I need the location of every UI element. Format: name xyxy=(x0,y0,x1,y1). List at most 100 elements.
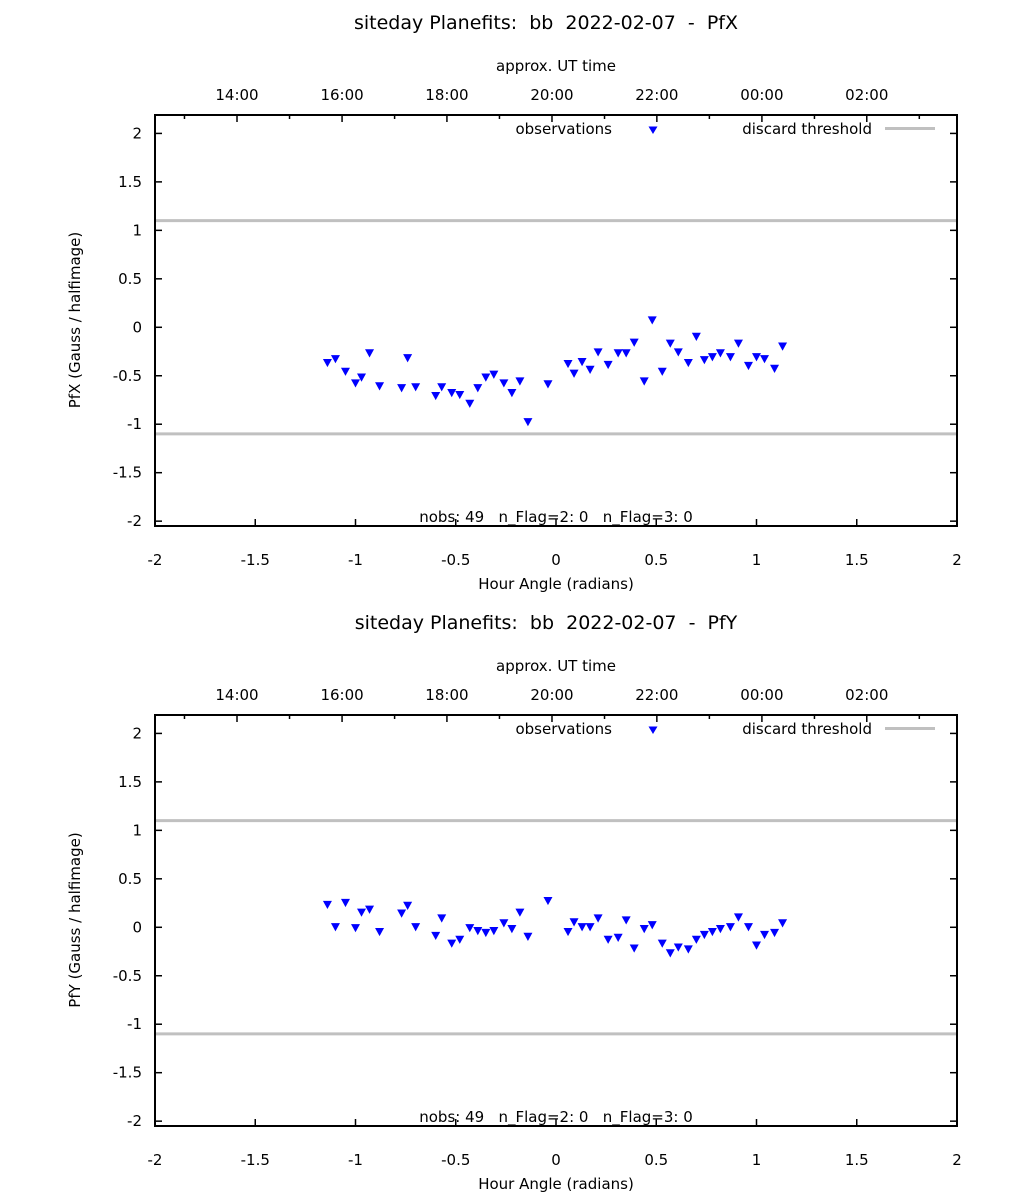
plot-area-pfy: -2 -1.5 -1 -0.5 0 0.5 1 1.5 2 -2 -1.5 -1 -0.5 0 0.5 1 1.… xyxy=(113,686,962,1169)
data-point xyxy=(760,355,770,364)
data-point xyxy=(431,931,441,941)
data-point xyxy=(403,901,413,910)
ut-tick-label: 16:00 xyxy=(320,86,363,104)
data-point xyxy=(330,355,340,364)
x-tick-label: -2 xyxy=(148,551,163,569)
chart-title: siteday Planefits: bb 2022-02-07 - PfX xyxy=(353,12,738,34)
data-point xyxy=(725,923,735,932)
x-tick-label: 0 xyxy=(551,551,561,569)
data-point xyxy=(515,908,525,917)
x-tick-label: -1.5 xyxy=(241,1151,270,1169)
x-tick-label: -2 xyxy=(148,1151,163,1169)
x-tick-label: 2 xyxy=(952,551,962,569)
x-tick-label: 0.5 xyxy=(644,1151,668,1169)
x-tick-label: 1 xyxy=(752,551,762,569)
data-point xyxy=(752,353,761,362)
data-point xyxy=(447,939,457,948)
data-point xyxy=(465,399,475,408)
data-point xyxy=(481,928,491,938)
x-tick-label: 0.5 xyxy=(644,551,668,569)
data-point xyxy=(397,384,407,393)
data-point xyxy=(639,925,649,934)
data-point xyxy=(621,349,631,358)
y-tick-label: -1 xyxy=(127,415,142,433)
data-point xyxy=(340,898,350,908)
data-point xyxy=(647,921,657,930)
plot-area-pfx: -2 -1.5 -1 -0.5 0 0.5 1 1.5 2 -2 -1.5 -1 -0.5 0 0.5 1 1.… xyxy=(113,86,962,569)
data-point xyxy=(733,339,743,348)
data-point xyxy=(489,926,499,936)
data-point xyxy=(725,353,735,362)
data-point xyxy=(447,389,457,398)
x-axis-title: Hour Angle (radians) xyxy=(478,575,634,593)
data-point xyxy=(778,342,788,351)
ut-tick-label: 22:00 xyxy=(635,686,678,704)
data-point xyxy=(691,332,701,342)
data-point xyxy=(770,928,780,938)
data-point xyxy=(473,926,483,936)
observations-marker-icon xyxy=(648,726,658,734)
data-point xyxy=(613,349,623,358)
data-point xyxy=(760,930,770,940)
plot-border xyxy=(154,114,958,527)
data-point xyxy=(499,919,509,928)
x-tick-label: 1 xyxy=(752,1151,762,1169)
data-point xyxy=(351,379,360,388)
data-point xyxy=(431,391,441,401)
data-point xyxy=(455,390,465,400)
data-point xyxy=(593,348,603,357)
y-tick-label: -1.5 xyxy=(113,1064,142,1082)
data-point xyxy=(322,900,332,910)
ut-tick-label: 18:00 xyxy=(425,86,468,104)
y-tick-label: 1 xyxy=(132,221,142,239)
data-point xyxy=(770,364,780,373)
data-point xyxy=(507,389,517,398)
data-point xyxy=(357,908,367,917)
data-point xyxy=(752,941,761,950)
x-tick-label: -1.5 xyxy=(241,551,270,569)
data-point xyxy=(665,339,675,348)
ut-tick-label: 02:00 xyxy=(845,686,888,704)
chart-panel-pfx: siteday Planefits: bb 2022-02-07 - PfX a… xyxy=(66,12,962,593)
data-point xyxy=(715,925,725,934)
data-point xyxy=(733,913,743,922)
data-point xyxy=(523,932,533,942)
data-point xyxy=(489,370,499,379)
legend-label-observations: observations xyxy=(515,120,612,138)
data-point xyxy=(569,369,579,378)
data-point xyxy=(585,365,595,374)
x-tick-label: 1.5 xyxy=(845,1151,869,1169)
data-point xyxy=(621,916,631,925)
data-point xyxy=(397,909,407,918)
data-point xyxy=(543,380,553,389)
y-tick-label: -0.5 xyxy=(113,967,142,985)
data-point xyxy=(603,360,613,370)
top-axis-title: approx. UT time xyxy=(496,657,616,675)
data-point xyxy=(647,316,657,325)
ut-tick-label: 00:00 xyxy=(740,86,783,104)
data-point xyxy=(351,924,360,933)
data-point xyxy=(411,923,421,932)
ut-tick-label: 16:00 xyxy=(320,686,363,704)
chart-title: siteday Planefits: bb 2022-02-07 - PfY xyxy=(354,612,738,634)
data-point xyxy=(691,935,701,944)
data-point xyxy=(585,923,595,932)
data-point xyxy=(563,927,573,937)
data-point xyxy=(507,925,517,934)
y-tick-label: 1.5 xyxy=(118,173,142,191)
ut-tick-label: 14:00 xyxy=(215,86,258,104)
data-point xyxy=(375,382,385,391)
data-point xyxy=(465,924,475,933)
stats-annotation: nobs: 49 n_Flag=2: 0 n_Flag=3: 0 xyxy=(419,508,693,526)
data-point xyxy=(657,367,667,376)
y-tick-label: 2 xyxy=(132,724,142,742)
data-point xyxy=(629,944,639,953)
data-point xyxy=(577,923,587,932)
x-tick-label: 1.5 xyxy=(845,551,869,569)
y-tick-label: -2 xyxy=(127,512,142,530)
y-tick-label: -1.5 xyxy=(113,464,142,482)
data-point xyxy=(593,914,603,923)
y-tick-label: 2 xyxy=(132,124,142,142)
data-point xyxy=(707,353,717,362)
